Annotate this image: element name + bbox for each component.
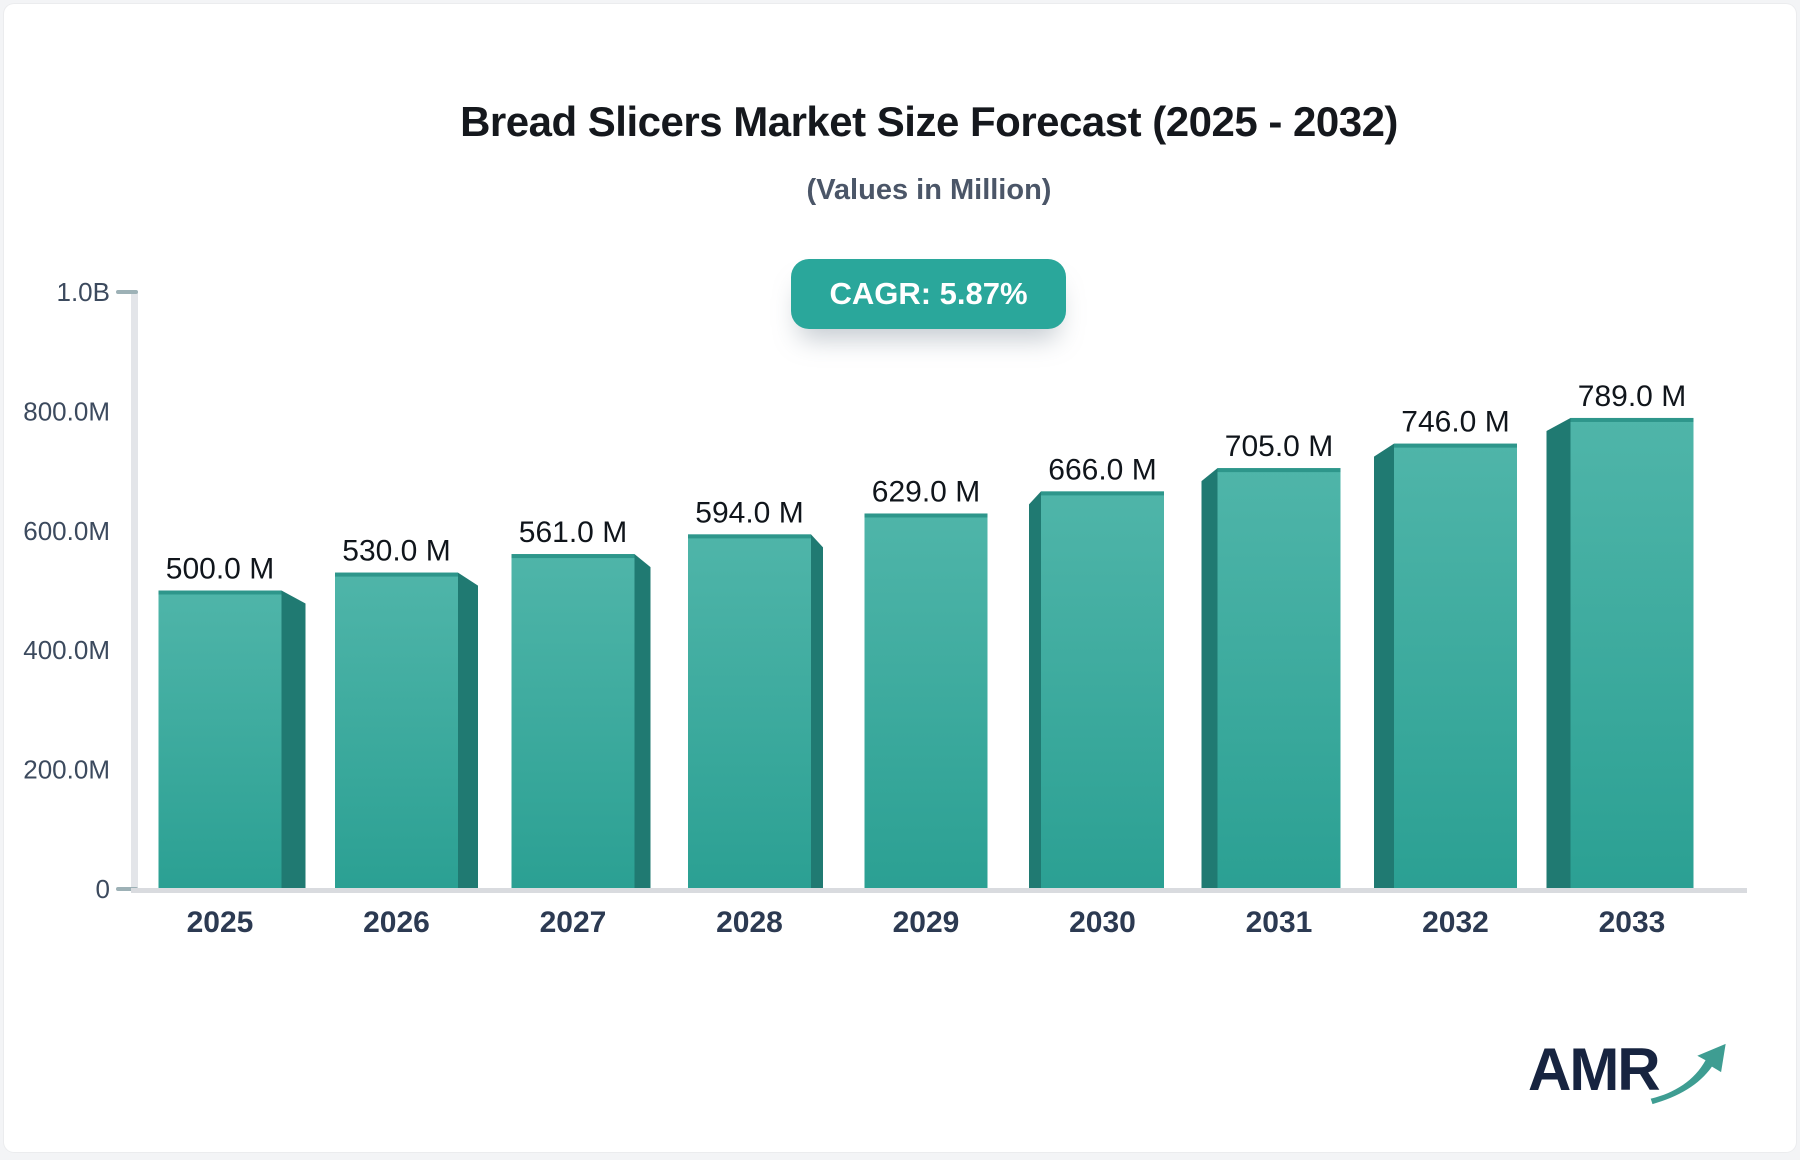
bar-face bbox=[1218, 468, 1341, 888]
bar-year-label: 2027 bbox=[540, 906, 607, 939]
bar-side bbox=[458, 573, 478, 888]
bar-face bbox=[1571, 418, 1694, 888]
bar-year-label: 2025 bbox=[187, 906, 254, 939]
bar-face bbox=[1394, 444, 1517, 888]
bar-value-label: 500.0 M bbox=[166, 553, 274, 586]
bar-top-edge bbox=[512, 554, 635, 558]
bar-chart: 1.0B 800.0M 600.0M 400.0M 200.0M 0 500.0 M 2025… bbox=[4, 4, 1800, 1160]
bar-top-edge bbox=[159, 591, 282, 595]
bar-side bbox=[1374, 444, 1394, 888]
bar-top-edge bbox=[1218, 468, 1341, 472]
y-tick-label: 1.0B bbox=[57, 277, 111, 307]
bar-side bbox=[1547, 418, 1571, 888]
bar-value-label: 530.0 M bbox=[342, 535, 450, 568]
bar-top-edge bbox=[1041, 491, 1164, 495]
bar-side bbox=[635, 554, 651, 888]
x-axis-line bbox=[131, 888, 1747, 893]
bar-top-edge bbox=[865, 513, 988, 517]
y-tick-label: 200.0M bbox=[23, 755, 110, 785]
bar-year-label: 2028 bbox=[716, 906, 783, 939]
bar-face bbox=[688, 534, 811, 888]
bar-top-edge bbox=[1394, 444, 1517, 448]
bar-year-label: 2031 bbox=[1246, 906, 1313, 939]
amr-logo-text: AMR bbox=[1528, 1040, 1659, 1100]
bar-face bbox=[335, 573, 458, 888]
bar-face bbox=[159, 591, 282, 889]
y-tick-label: 400.0M bbox=[23, 635, 110, 665]
y-axis-line bbox=[131, 292, 138, 889]
y-tick-mark bbox=[116, 290, 138, 294]
bar-value-label: 666.0 M bbox=[1048, 453, 1156, 486]
bar-value-label: 705.0 M bbox=[1225, 430, 1333, 463]
y-tick-label: 600.0M bbox=[23, 516, 110, 546]
bar-value-label: 789.0 M bbox=[1578, 380, 1686, 413]
bar-top-edge bbox=[688, 534, 811, 538]
bar-year-label: 2026 bbox=[363, 906, 430, 939]
bar-side bbox=[811, 534, 823, 888]
bar-face bbox=[512, 554, 635, 888]
bar-year-label: 2029 bbox=[893, 906, 960, 939]
bar-side bbox=[1202, 468, 1218, 888]
bar-value-label: 561.0 M bbox=[519, 516, 627, 549]
bar-value-label: 746.0 M bbox=[1401, 406, 1509, 439]
bar-face bbox=[1041, 491, 1164, 888]
bar-year-label: 2033 bbox=[1599, 906, 1666, 939]
chart-card: Bread Slicers Market Size Forecast (2025… bbox=[4, 4, 1796, 1152]
bar-year-label: 2030 bbox=[1069, 906, 1136, 939]
y-tick-label: 0 bbox=[96, 874, 110, 904]
amr-logo: AMR bbox=[1528, 1040, 1733, 1106]
y-tick-label: 800.0M bbox=[23, 396, 110, 426]
bar-value-label: 594.0 M bbox=[695, 496, 803, 529]
bar-top-edge bbox=[335, 573, 458, 577]
bar-top-edge bbox=[1571, 418, 1694, 422]
bar-side bbox=[1029, 491, 1041, 888]
bar-value-label: 629.0 M bbox=[872, 475, 980, 508]
amr-logo-arrow-icon bbox=[1647, 1042, 1733, 1106]
bar-year-label: 2032 bbox=[1422, 906, 1489, 939]
bar-face bbox=[865, 513, 988, 888]
bar-side bbox=[282, 591, 306, 889]
